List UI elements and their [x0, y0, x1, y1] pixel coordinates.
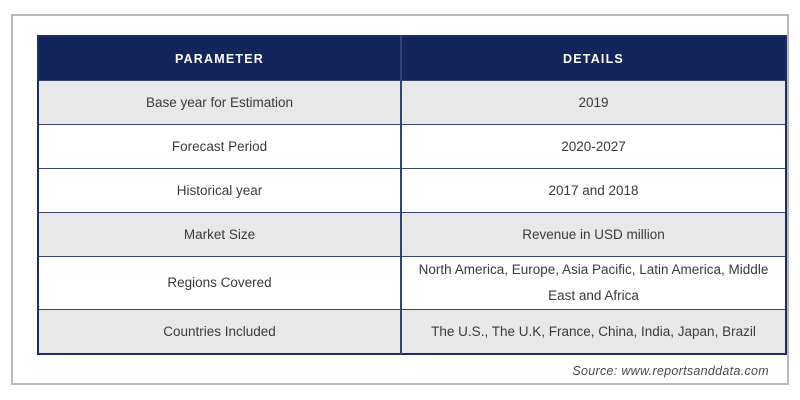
details-cell: North America, Europe, Asia Pacific, Lat… [400, 256, 786, 310]
details-cell: Revenue in USD million [400, 212, 786, 257]
parameter-cell: Base year for Estimation [38, 80, 401, 125]
table-row: Countries Included The U.S., The U.K, Fra… [38, 309, 786, 354]
details-cell: 2020-2027 [400, 124, 786, 169]
details-cell: 2017 and 2018 [400, 168, 786, 213]
parameter-cell: Forecast Period [38, 124, 401, 169]
column-header-details: DETAILS [400, 36, 786, 81]
parameter-cell: Historical year [38, 168, 401, 213]
parameters-table: PARAMETER DETAILS Base year for Estimati… [37, 35, 787, 355]
table-row: Market Size Revenue in USD million [38, 212, 786, 257]
details-cell: 2019 [400, 80, 786, 125]
details-cell: The U.S., The U.K, France, China, India,… [400, 309, 786, 354]
table-row: Base year for Estimation 2019 [38, 80, 786, 125]
parameter-cell: Regions Covered [38, 256, 401, 310]
table-row: Forecast Period 2020-2027 [38, 124, 786, 169]
parameter-cell: Countries Included [38, 309, 401, 354]
table-row: Regions Covered North America, Europe, As… [38, 256, 786, 310]
table-row: Historical year 2017 and 2018 [38, 168, 786, 213]
parameter-cell: Market Size [38, 212, 401, 257]
source-attribution: Source: www.reportsanddata.com [572, 364, 769, 378]
table-header-row: PARAMETER DETAILS [38, 36, 786, 81]
column-header-parameter: PARAMETER [38, 36, 401, 81]
report-scope-card: PARAMETER DETAILS Base year for Estimati… [11, 14, 789, 385]
